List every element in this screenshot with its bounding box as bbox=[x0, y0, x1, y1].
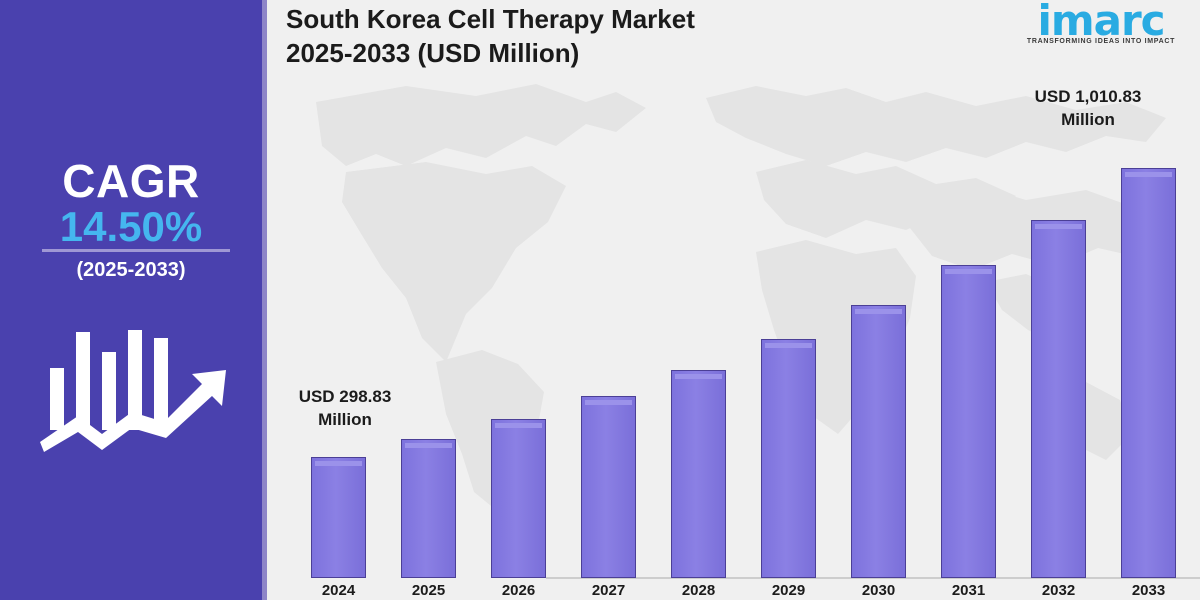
cagr-label: CAGR bbox=[62, 155, 200, 207]
cagr-value: 14.50% bbox=[59, 203, 203, 250]
bar-2031[interactable] bbox=[941, 265, 996, 578]
x-axis-label-2030: 2030 bbox=[861, 582, 896, 599]
first-value-amount: USD 298.83 bbox=[298, 387, 392, 406]
x-axis-label-2028: 2028 bbox=[681, 582, 716, 599]
bar-chart-growth-arrow-icon bbox=[40, 330, 226, 452]
panel-edge-accent bbox=[262, 0, 267, 600]
x-axis-label-2033: 2033 bbox=[1131, 582, 1166, 599]
bar-2032[interactable] bbox=[1031, 220, 1086, 578]
cagr-period: (2025-2033) bbox=[76, 259, 186, 281]
x-axis-label-2031: 2031 bbox=[951, 582, 986, 599]
page-title: South Korea Cell Therapy Market 2025-203… bbox=[286, 2, 906, 71]
last-value-unit: Million bbox=[1061, 109, 1115, 129]
cagr-panel: CAGR 14.50% (2025-2033) bbox=[0, 0, 262, 600]
x-axis-label-2024: 2024 bbox=[321, 582, 356, 599]
bar-2026[interactable] bbox=[491, 419, 546, 578]
x-axis-label-2029: 2029 bbox=[771, 582, 806, 599]
logo-wordmark: imarc bbox=[1037, 0, 1165, 45]
last-value-callout: USD 1,010.83 Million bbox=[998, 86, 1178, 132]
chart-plot-area: 2024 2025 2026 2027 2028 2029 2030 2031 … bbox=[266, 0, 1200, 600]
title-line-2: 2025-2033 (USD Million) bbox=[286, 38, 580, 69]
bar-2029[interactable] bbox=[761, 339, 816, 578]
first-value-unit: Million bbox=[318, 409, 372, 429]
bar-2024[interactable] bbox=[311, 457, 366, 578]
cagr-divider bbox=[42, 249, 230, 252]
bar-2028[interactable] bbox=[671, 370, 726, 578]
x-axis-label-2026: 2026 bbox=[501, 582, 536, 599]
last-value-amount: USD 1,010.83 bbox=[1034, 87, 1142, 106]
imarc-logo: imarc TRANSFORMING IDEAS INTO IMPACT bbox=[1008, 0, 1194, 54]
x-axis-label-2025: 2025 bbox=[411, 582, 446, 599]
bar-2027[interactable] bbox=[581, 396, 636, 578]
x-axis-label-2027: 2027 bbox=[591, 582, 626, 599]
bar-2030[interactable] bbox=[851, 305, 906, 578]
bar-2025[interactable] bbox=[401, 439, 456, 578]
first-value-callout: USD 298.83 Million bbox=[270, 386, 420, 432]
chart-baseline bbox=[546, 577, 1200, 579]
x-axis-label-2032: 2032 bbox=[1041, 582, 1076, 599]
logo-tagline: TRANSFORMING IDEAS INTO IMPACT bbox=[1026, 38, 1176, 45]
title-line-1: South Korea Cell Therapy Market bbox=[286, 4, 695, 34]
bar-2033[interactable] bbox=[1121, 168, 1176, 578]
